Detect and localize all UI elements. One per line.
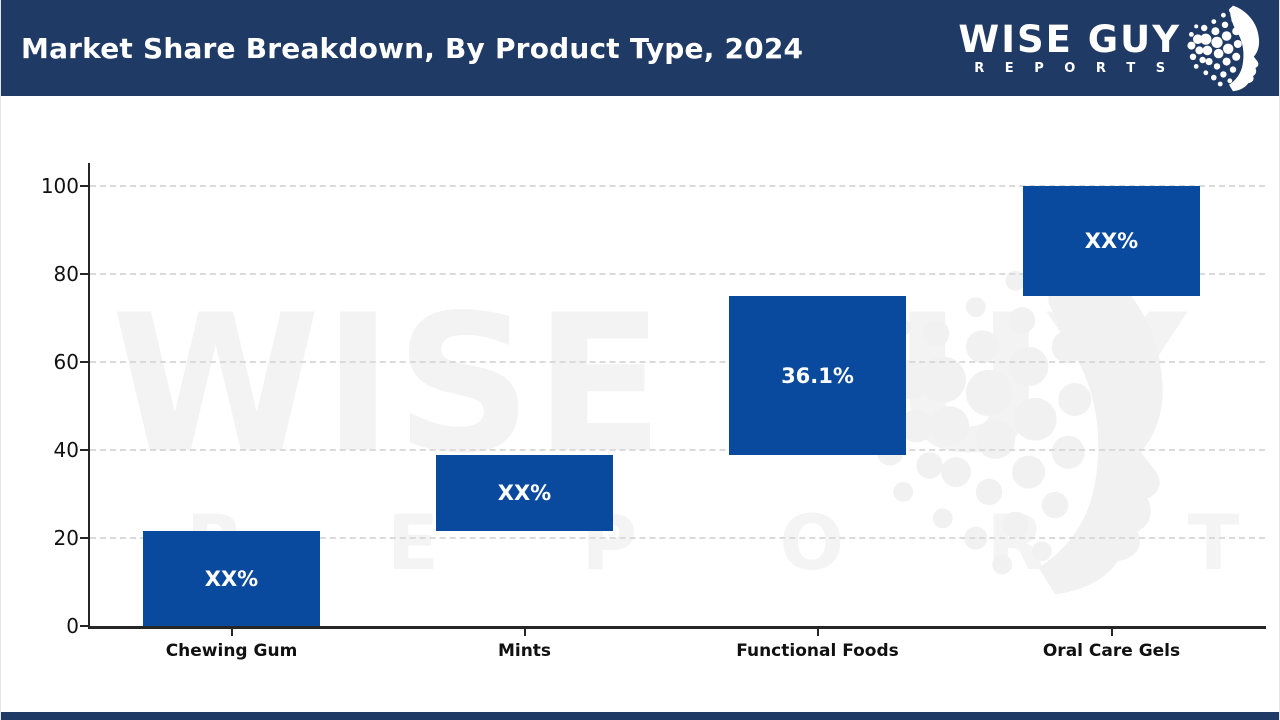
wiseguy-logo: WISE GUY R E P O R T S [958,4,1279,92]
logo-subtitle: R E P O R T S [974,61,1174,76]
y-tick-label-60: 60 [53,350,79,374]
gridline-80 [90,273,1265,275]
y-tick-mark [80,449,88,451]
bar-value-label: 36.1% [781,363,854,388]
y-tick-mark [80,185,88,187]
x-category-label-functional-foods: Functional Foods [736,641,899,661]
y-tick-label-0: 0 [66,614,79,638]
y-tick-label-80: 80 [53,262,79,286]
gridline-60 [90,361,1265,363]
wiseguy-logo-text: WISE GUY R E P O R T S [958,21,1181,75]
x-category-label-chewing-gum: Chewing Gum [165,641,298,661]
bar-oral-care-gels: XX% [1023,186,1200,297]
logo-wordmark: WISE GUY [958,18,1181,61]
y-tick-label-20: 20 [53,526,79,550]
bar-value-label: XX% [497,481,552,506]
gridline-20 [90,537,1265,539]
gridline-40 [90,449,1265,451]
y-tick-label-40: 40 [53,438,79,462]
y-tick-mark [80,625,88,627]
x-category-label-mints: Mints [497,641,552,661]
x-category-label-oral-care-gels: Oral Care Gels [1042,641,1181,661]
y-axis [88,163,90,629]
y-tick-mark [80,361,88,363]
header-band: Market Share Breakdown, By Product Type,… [1,0,1279,96]
y-tick-mark [80,537,88,539]
x-tick-mark [523,629,526,636]
watermark-head-icon [866,241,1163,595]
bar-chewing-gum: XX% [143,531,320,626]
x-tick-mark [1110,629,1113,636]
bar-value-label: XX% [204,566,259,591]
footer-band [1,712,1279,720]
x-tick-mark [230,629,233,636]
x-tick-mark [816,629,819,636]
gridline-100 [90,185,1265,187]
y-tick-mark [80,273,88,275]
bar-value-label: XX% [1084,229,1139,254]
bar-mints: XX% [436,455,613,532]
y-tick-label-100: 100 [40,174,79,198]
x-axis [88,626,1266,629]
dotted-head-icon [1187,5,1260,92]
bar-functional-foods: 36.1% [729,296,906,456]
chart-title: Market Share Breakdown, By Product Type,… [21,31,804,65]
